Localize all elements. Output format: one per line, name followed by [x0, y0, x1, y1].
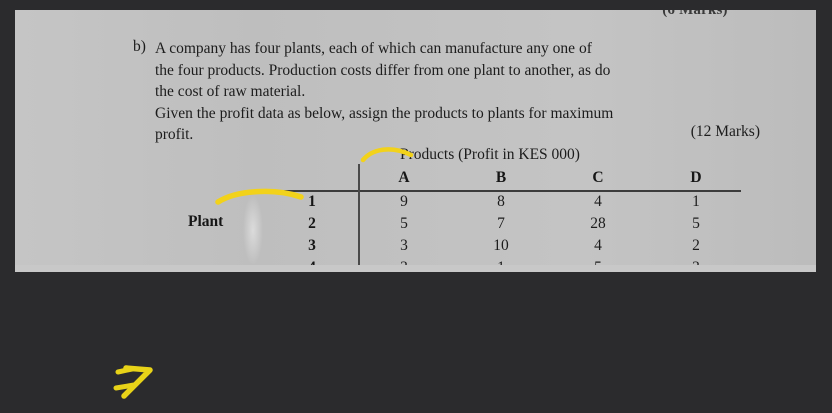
cell-r1-c: 4 — [594, 193, 602, 210]
column-header-a: A — [398, 169, 410, 186]
cell-r3-c: 4 — [594, 237, 602, 254]
cell-r2-a: 5 — [400, 215, 408, 232]
table-title: Products (Profit in KES 000) — [400, 146, 580, 163]
cell-r3-b: 10 — [493, 237, 509, 254]
row-label-2: 2 — [308, 215, 316, 232]
row-label-1: 1 — [308, 193, 316, 210]
row-group-label-plant: Plant — [188, 213, 224, 230]
cell-r1-b: 8 — [497, 193, 505, 210]
question-line-3: the cost of raw material. — [155, 83, 306, 100]
cell-r1-d: 1 — [692, 193, 700, 210]
question-line-4: Given the profit data as below, assign t… — [155, 104, 614, 122]
table-header-rule — [259, 190, 741, 192]
question-body: A company has four plants, each of which… — [155, 38, 770, 146]
question-label: b) — [133, 38, 146, 55]
question-line-5: profit. — [155, 126, 194, 143]
arrow-scribble-annotation — [113, 365, 153, 399]
cutoff-marks-text: (6 Marks) — [662, 10, 728, 18]
page-bottom-edge — [15, 265, 816, 272]
cell-r2-d: 5 — [692, 215, 700, 232]
scan-smudge — [243, 195, 263, 265]
marks-allocation: (12 Marks) — [690, 123, 760, 140]
question-line-2: the four products. Production costs diff… — [155, 61, 611, 79]
cell-r1-a: 9 — [400, 193, 408, 210]
column-header-d: D — [690, 169, 702, 186]
cell-r3-a: 3 — [400, 237, 408, 254]
cell-r3-d: 2 — [692, 237, 700, 254]
cell-r2-b: 7 — [497, 215, 505, 232]
column-header-c: C — [592, 169, 604, 186]
cell-r2-c: 28 — [590, 215, 606, 232]
scanned-document-page: (6 Marks) b) A company has four plants, … — [15, 10, 816, 272]
question-line-1: A company has four plants, each of which… — [155, 40, 592, 57]
table-vertical-rule — [358, 164, 360, 272]
column-header-b: B — [495, 169, 507, 186]
row-label-3: 3 — [308, 237, 316, 254]
